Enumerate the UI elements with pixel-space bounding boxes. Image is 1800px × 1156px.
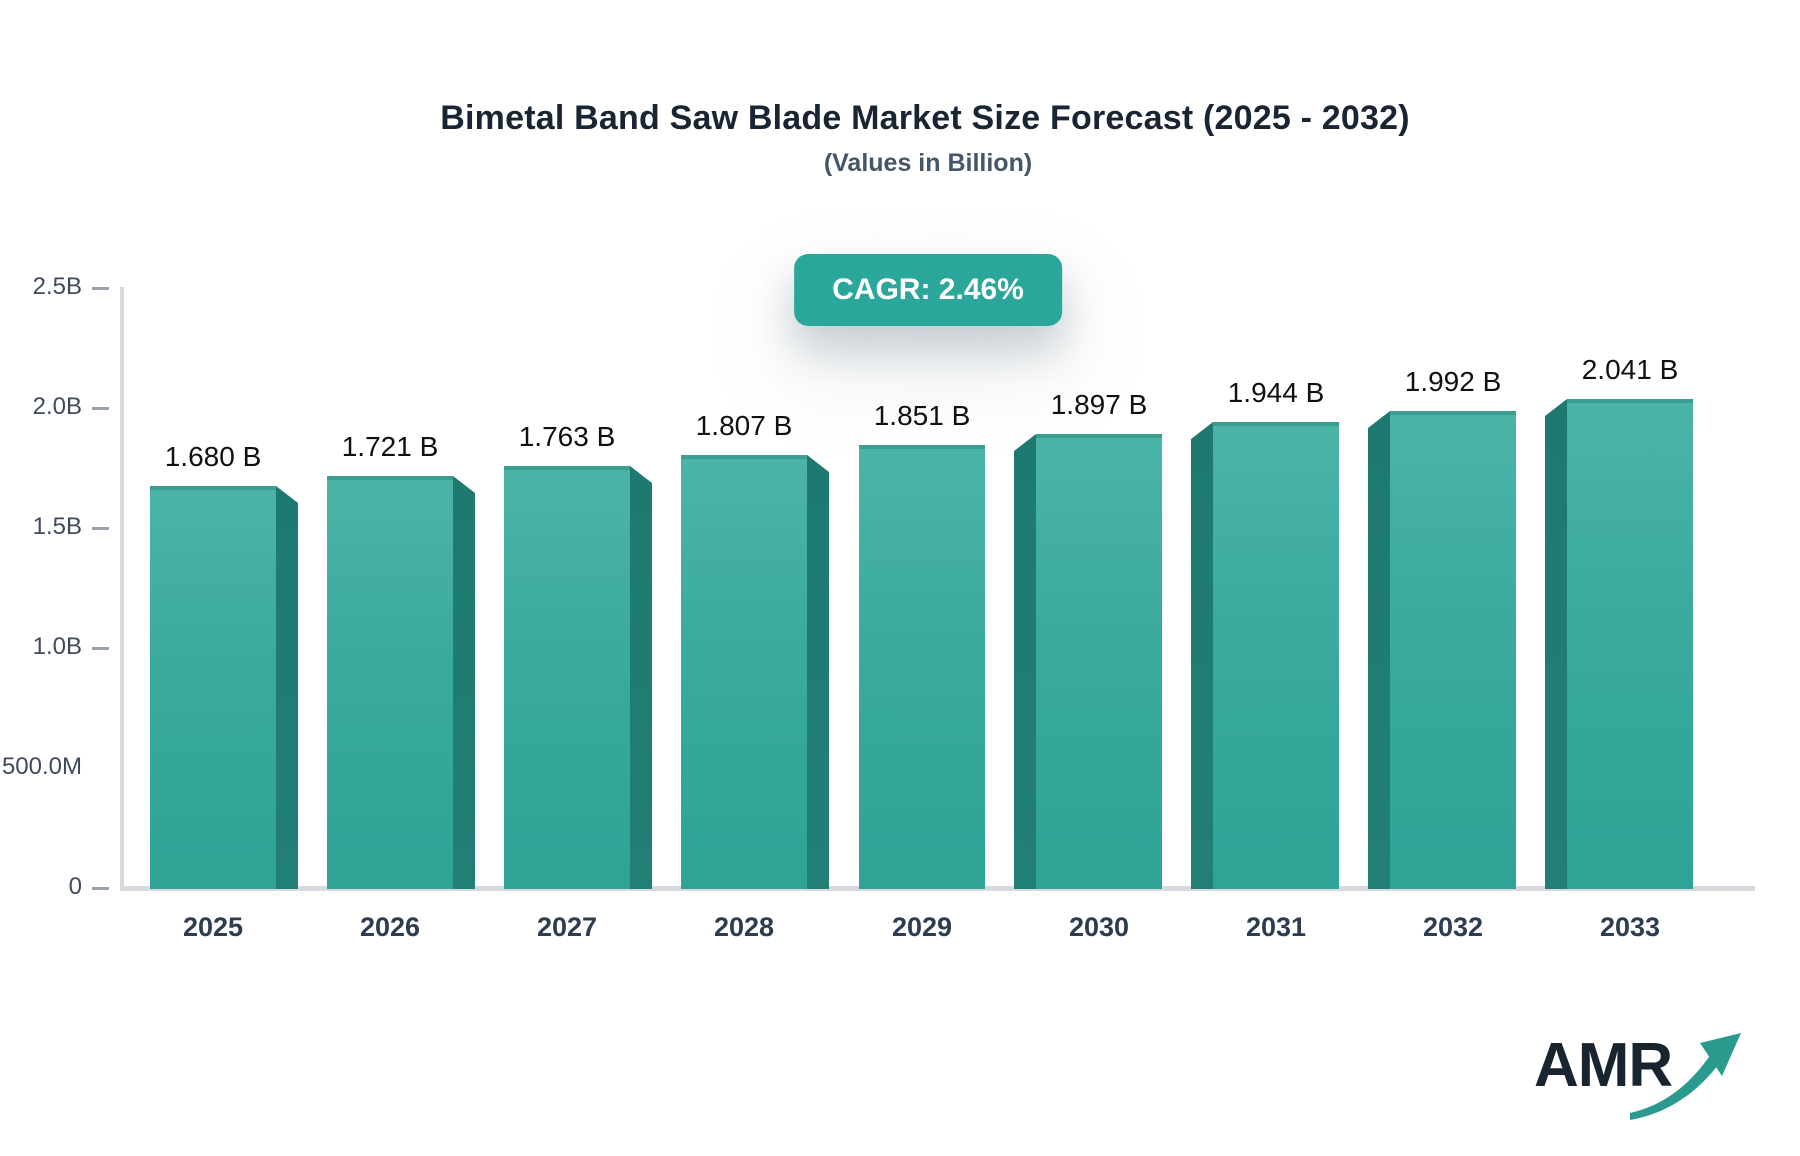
y-axis-label: 1.5B (32, 513, 82, 540)
bar-value-label-2025: 1.680 B (164, 441, 262, 472)
chart-subtitle: (Values in Billion) (823, 149, 1033, 177)
bar-value-label-2032: 1.992 B (1404, 366, 1502, 397)
y-axis-tick (92, 647, 109, 650)
bar-value-label-2029: 1.851 B (873, 400, 971, 431)
bar-2026[interactable] (327, 476, 453, 889)
bar-2025[interactable] (150, 486, 276, 889)
x-axis-label-2032: 2032 (1422, 912, 1484, 942)
bar-side-2026 (453, 476, 475, 889)
bar-value-label-2033: 2.041 B (1581, 354, 1679, 385)
y-axis-tick (92, 407, 109, 410)
bar-2031[interactable] (1213, 422, 1339, 889)
bar-2029[interactable] (859, 445, 985, 889)
bar-2033[interactable] (1567, 399, 1693, 889)
growth-arrow-icon (1630, 1033, 1741, 1120)
x-axis-label-2027: 2027 (536, 912, 598, 942)
bar-side-2030 (1014, 434, 1036, 889)
amr-logo: AMR (1520, 1022, 1750, 1127)
bar-side-2025 (276, 486, 298, 889)
amr-logo-text: AMR (1534, 1031, 1673, 1100)
y-axis-tick (92, 887, 109, 890)
bar-value-label-2027: 1.763 B (518, 421, 616, 452)
bar-2027[interactable] (504, 466, 630, 889)
bar-value-label-2028: 1.807 B (695, 410, 793, 441)
bar-side-2032 (1368, 411, 1390, 889)
bar-2030[interactable] (1036, 434, 1162, 889)
x-axis-label-2029: 2029 (891, 912, 953, 942)
bar-value-label-2026: 1.721 B (341, 431, 439, 462)
x-axis-label-2033: 2033 (1599, 912, 1661, 942)
y-axis-tick (92, 527, 109, 530)
x-axis-label-2031: 2031 (1245, 912, 1307, 942)
y-axis-label: 500.0M (1, 753, 82, 780)
y-axis-label: 1.0B (32, 633, 82, 660)
bar-side-2033 (1545, 399, 1567, 889)
x-axis-label-2026: 2026 (359, 912, 421, 942)
y-axis-label: 2.0B (32, 393, 82, 420)
bar-value-label-2030: 1.897 B (1050, 389, 1148, 420)
bar-2032[interactable] (1390, 411, 1516, 889)
chart-title: Bimetal Band Saw Blade Market Size Forec… (440, 99, 1410, 137)
bar-side-2031 (1191, 422, 1213, 889)
bar-value-label-2031: 1.944 B (1227, 377, 1325, 408)
y-axis-label: 0 (68, 873, 82, 900)
x-axis-label-2025: 2025 (182, 912, 244, 942)
y-axis-label: 2.5B (32, 273, 82, 300)
cagr-badge: CAGR: 2.46% (794, 254, 1062, 326)
bar-2028[interactable] (681, 455, 807, 889)
x-axis-label-2030: 2030 (1068, 912, 1130, 942)
x-axis-label-2028: 2028 (713, 912, 775, 942)
y-axis-tick (92, 287, 109, 290)
y-axis-line (120, 287, 124, 889)
bar-side-2028 (807, 455, 829, 889)
bar-side-2027 (630, 466, 652, 889)
